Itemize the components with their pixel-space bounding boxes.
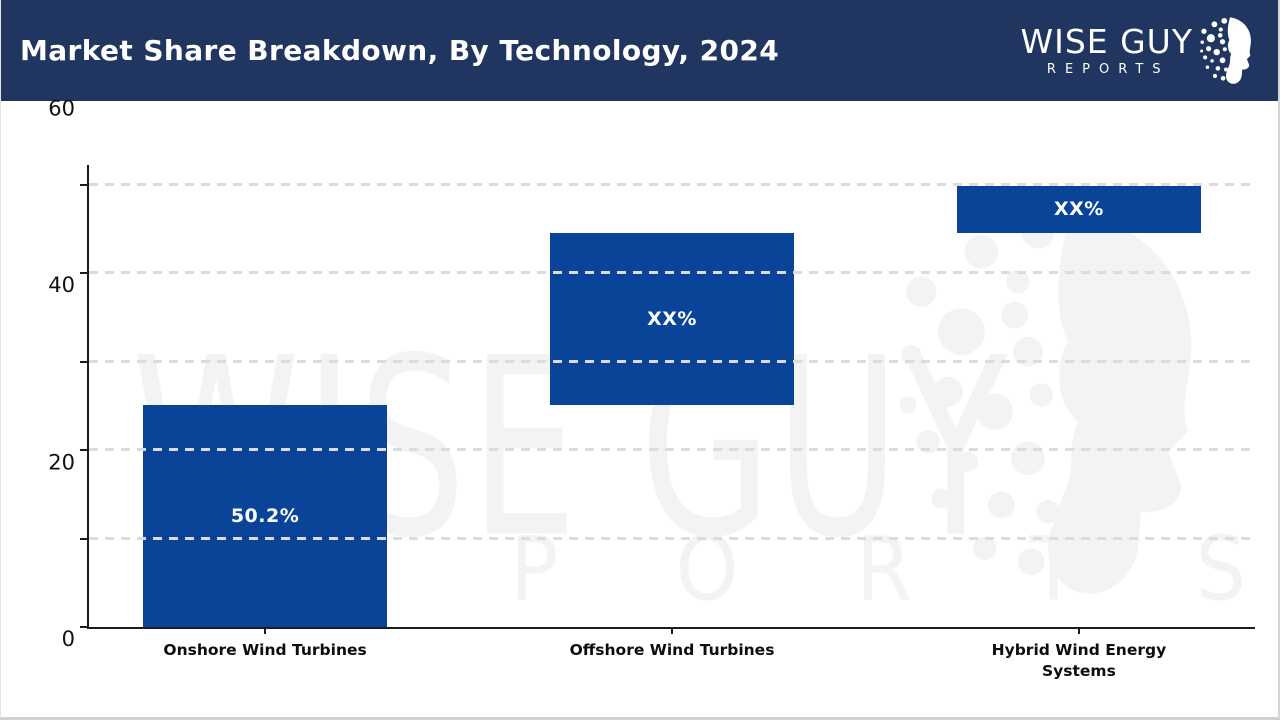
x-axis-tick-mark bbox=[671, 627, 673, 634]
bar-segment: XX% bbox=[549, 232, 794, 406]
grid-line bbox=[89, 182, 1255, 186]
bar-value-label: XX% bbox=[1054, 198, 1104, 221]
x-axis-tick-mark bbox=[1077, 627, 1080, 634]
y-axis-tick-label: 100 bbox=[35, 0, 75, 627]
chart-plot-area: 020406080100 50.2%XX%XX% Onshore Wind Tu… bbox=[48, 96, 1255, 680]
y-axis-tick-label: 60 bbox=[48, 96, 75, 121]
x-category-label: Hybrid Wind Energy Systems bbox=[991, 641, 1167, 680]
y-axis-tick-mark bbox=[80, 537, 87, 540]
y-axis-tick-mark bbox=[80, 272, 87, 275]
header-bar: Market Share Breakdown, By Technology, 2… bbox=[1, 0, 1278, 101]
head-profile-icon bbox=[1197, 13, 1255, 89]
x-category-label: Onshore Wind Turbines bbox=[163, 641, 367, 659]
grid-line bbox=[89, 359, 1255, 363]
bar-segment: XX% bbox=[956, 186, 1201, 233]
page-title: Market Share Breakdown, By Technology, 2… bbox=[20, 34, 780, 67]
logo-text: WISE GUY REPORTS bbox=[1020, 25, 1193, 76]
bar-segment: 50.2% bbox=[143, 405, 388, 627]
y-axis-tick-mark bbox=[80, 183, 87, 186]
y-axis-tick-mark bbox=[80, 626, 87, 628]
bar-value-label: 50.2% bbox=[230, 505, 300, 528]
x-category-label: Offshore Wind Turbines bbox=[569, 641, 775, 659]
bar-value-label: XX% bbox=[647, 307, 697, 330]
grid-line bbox=[89, 448, 1255, 452]
logo-brand-subtitle: REPORTS bbox=[1046, 62, 1170, 77]
y-axis-tick-label: 40 bbox=[48, 273, 75, 298]
wise-guy-reports-logo: WISE GUY REPORTS bbox=[1020, 13, 1255, 89]
grid-line bbox=[89, 536, 1255, 540]
y-axis-tick-mark bbox=[80, 449, 87, 452]
x-axis-tick-mark bbox=[264, 627, 267, 634]
y-axis-tick-label: 20 bbox=[48, 450, 75, 475]
grid-line bbox=[89, 271, 1255, 275]
y-axis-line bbox=[87, 165, 89, 628]
y-axis-tick-mark bbox=[80, 360, 87, 363]
logo-brand-name: WISE GUY bbox=[1020, 22, 1193, 61]
